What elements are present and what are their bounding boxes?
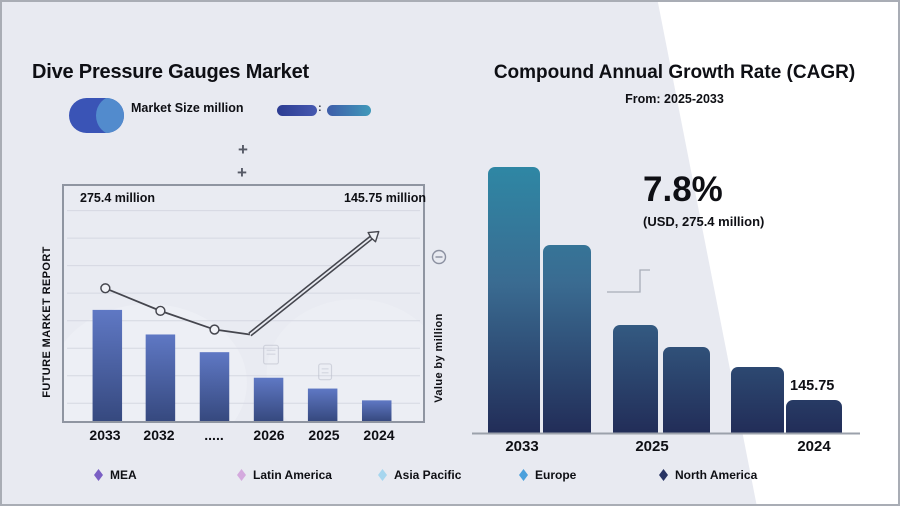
start-value-annotation: 275.4 million <box>80 191 156 205</box>
diamond-marker-icon <box>659 469 668 481</box>
left-chart-title: Dive Pressure Gauges Market <box>32 61 309 83</box>
minus-circle-icon <box>431 249 447 270</box>
x-axis-label: 2024 <box>363 427 395 443</box>
diamond-marker-icon <box>519 469 528 481</box>
market-size-chart <box>62 184 425 423</box>
legend-label: Asia Pacific <box>394 468 462 482</box>
scale-pill-dark-icon <box>277 105 317 116</box>
legend-label: Latin America <box>253 468 332 482</box>
cylinder-cap-shape <box>96 98 124 133</box>
right-chart-title: Compound Annual Growth Rate (CAGR) <box>493 62 856 83</box>
x-axis-label: 2026 <box>253 427 285 443</box>
cagr-chart-svg <box>472 167 860 435</box>
plus-decoration-icon: + <box>237 163 247 182</box>
legend-label: North America <box>675 468 758 482</box>
legend-item-mea: MEA <box>94 468 137 482</box>
x-axis-label: 2024 <box>797 438 831 455</box>
x-axis-label: 2032 <box>143 427 175 443</box>
plus-decoration-icon: + <box>238 140 248 159</box>
legend-item-europe: Europe <box>519 468 576 482</box>
legend-item-latin-america: Latin America <box>237 468 332 482</box>
end-value-annotation: 145.75 million <box>344 191 426 205</box>
x-axis-label: 2025 <box>308 427 340 443</box>
right-chart-subtitle: From: 2025-2033 <box>625 92 724 106</box>
diamond-marker-icon <box>237 469 246 481</box>
scale-separator: : <box>318 102 322 114</box>
scale-pill-teal-icon <box>327 105 371 116</box>
cagr-chart <box>457 157 867 459</box>
x-axis-label: 2025 <box>635 438 669 455</box>
legend-item-asia-pacific: Asia Pacific <box>378 468 461 482</box>
cagr-detail: (USD, 275.4 million) <box>643 214 765 229</box>
database-cylinder-icon <box>69 98 124 133</box>
left-chart-side-label: FUTURE MARKET REPORT <box>41 246 53 398</box>
cagr-value: 7.8% <box>643 170 723 209</box>
legend-item-north-america: North America <box>659 468 757 482</box>
x-axis-label: ..... <box>204 427 224 443</box>
x-axis-label: 2033 <box>89 427 121 443</box>
legend-label: Europe <box>535 468 577 482</box>
right-chart-y-axis-label: Value by million <box>433 313 445 403</box>
value-callout-2024: 145.75 <box>790 378 835 394</box>
diamond-marker-icon <box>94 469 103 481</box>
market-size-legend-label: Market Size million <box>131 101 244 115</box>
x-axis-label: 2033 <box>505 438 539 455</box>
legend-label: MEA <box>110 468 137 482</box>
market-size-chart-svg <box>64 210 423 421</box>
diamond-marker-icon <box>378 469 387 481</box>
